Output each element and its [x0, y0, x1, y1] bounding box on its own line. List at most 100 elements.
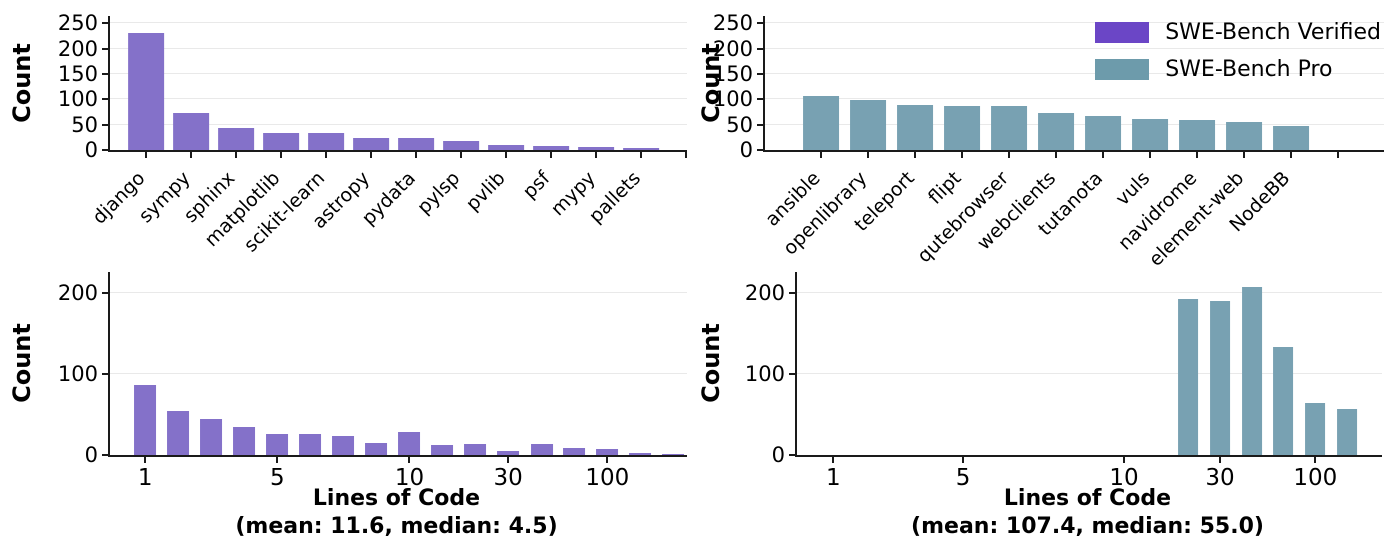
bar: [398, 432, 421, 455]
gridline: [110, 123, 687, 125]
x-axis-tick: [144, 150, 147, 158]
bar: [167, 411, 190, 455]
y-tick-label: 100: [744, 362, 785, 387]
bar: [596, 449, 619, 455]
bar: [1179, 120, 1215, 150]
y-axis-tick: [789, 454, 797, 456]
pro-color-swatch: [1095, 59, 1150, 80]
gridline: [110, 292, 687, 294]
bar: [1085, 116, 1121, 150]
bar: [662, 454, 685, 455]
bar: [990, 106, 1027, 150]
plot-area: 0 100 200 1 5 10 30 100: [745, 272, 1382, 491]
legend-label: SWE-Bench Pro: [1165, 57, 1333, 82]
legend: SWE-Bench Verified SWE-Bench Pro: [1095, 20, 1381, 94]
bar: [1273, 346, 1294, 455]
gridline: [110, 72, 687, 74]
y-tick-label: 0: [771, 443, 785, 467]
y-axis-tick: [757, 149, 765, 151]
x-axis-tick: [234, 150, 237, 158]
x-axis-tick: [414, 150, 417, 158]
x-category-label: pvlib: [461, 167, 510, 216]
bar: [849, 99, 886, 150]
bar: [397, 138, 434, 150]
x-axis-tick: [408, 455, 411, 463]
x-axis-tick: [504, 150, 507, 158]
x-axis-tick: [144, 455, 147, 463]
plot-area: 0 50 100 150 200 250 ansible openlibrary telepor…: [713, 11, 1384, 271]
bar: [497, 450, 520, 455]
bar: [232, 426, 255, 455]
gridline: [797, 373, 1382, 375]
bar: [629, 453, 652, 455]
y-axis-tick: [102, 373, 110, 376]
chart-pro-repo-counts: Count 0 50 100 150 200 250 ansible openlibrary t…: [695, 0, 1391, 271]
y-axis-tick: [102, 22, 110, 25]
bar: [622, 148, 659, 150]
bar: [1242, 287, 1263, 455]
bar: [1177, 298, 1198, 455]
x-category-label: pylsp: [413, 167, 465, 219]
bar: [127, 33, 164, 150]
x-category-label: psf: [518, 167, 555, 204]
y-axis-tick: [102, 72, 110, 75]
gridline: [765, 123, 1384, 125]
x-axis-tick: [832, 455, 835, 463]
x-axis-tick: [960, 150, 963, 158]
bar: [172, 112, 209, 150]
bar: [577, 147, 614, 150]
y-axis-tick: [102, 149, 110, 151]
x-axis-tick: [913, 150, 916, 158]
x-axis-tick: [324, 150, 327, 158]
chart-pro-loc-histogram: Count 0 100 200 1 5 10 30 100 Lines of Code (me…: [695, 260, 1391, 550]
x-axis-tick: [1337, 150, 1340, 158]
y-axis-label: Count: [8, 323, 36, 403]
chart-verified-repo-counts: Count 0 50 100 150 200 250 django sympy sphinx ma…: [0, 0, 695, 260]
y-axis-tick: [757, 123, 765, 126]
x-axis-tick: [594, 150, 597, 158]
x-category-label: flipt: [924, 167, 966, 209]
x-axis-tick: [866, 150, 869, 158]
gridline: [110, 98, 687, 100]
x-axis-tick: [1196, 150, 1199, 158]
x-axis-tick: [507, 455, 510, 463]
y-axis-tick: [102, 292, 110, 295]
x-tick-label: 1: [137, 465, 153, 491]
x-axis-tick: [1149, 150, 1152, 158]
bar: [442, 140, 479, 150]
gridline: [765, 72, 1384, 74]
y-axis-tick: [102, 454, 110, 456]
x-axis-tick: [189, 150, 192, 158]
bar: [217, 128, 254, 150]
y-axis-tick: [789, 373, 797, 376]
bar: [530, 444, 553, 455]
x-axis-tick: [1101, 150, 1104, 158]
bar: [1273, 125, 1310, 150]
y-axis-tick: [789, 292, 797, 295]
x-axis-tick: [1054, 150, 1057, 158]
x-axis-tick: [1123, 455, 1125, 463]
gridline: [110, 47, 687, 49]
bar: [266, 433, 289, 455]
y-tick-label: 50: [71, 112, 98, 137]
x-tick-label: 100: [1293, 465, 1338, 491]
y-axis-label: Count: [697, 323, 725, 403]
bar: [802, 96, 839, 150]
legend-label: SWE-Bench Verified: [1165, 20, 1381, 45]
x-axis-tick: [684, 150, 687, 158]
x-axis-tick: [1218, 455, 1221, 463]
bar: [1305, 403, 1326, 455]
x-axis-tick: [369, 150, 372, 158]
bar: [365, 442, 387, 455]
x-category-label: vuls: [1111, 167, 1154, 210]
bar: [943, 105, 980, 150]
x-axis-tick: [459, 150, 462, 158]
y-tick-label: 100: [57, 87, 98, 112]
x-tick-label: 10: [394, 465, 425, 491]
y-tick-label: 200: [744, 281, 785, 306]
bar: [262, 132, 299, 150]
bar: [299, 433, 322, 455]
y-axis-tick: [102, 98, 110, 101]
bar: [134, 384, 157, 455]
